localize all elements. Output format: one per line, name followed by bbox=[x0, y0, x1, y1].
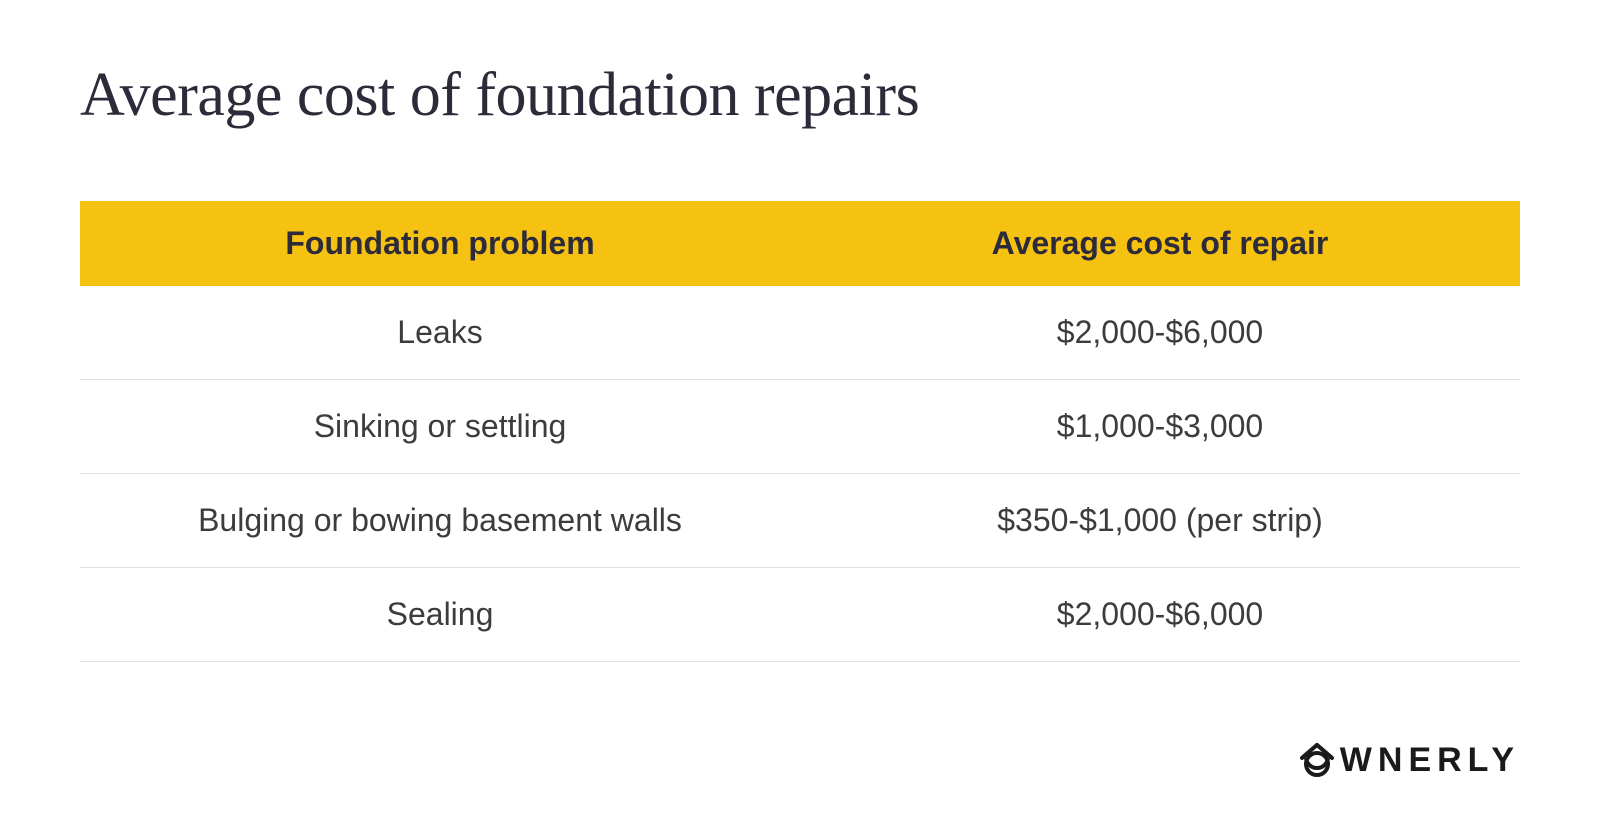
cell-cost: $350-$1,000 (per strip) bbox=[800, 474, 1520, 568]
house-icon bbox=[1298, 742, 1336, 780]
table-row: Leaks $2,000-$6,000 bbox=[80, 286, 1520, 380]
cell-problem: Leaks bbox=[80, 286, 800, 380]
brand-logo: WNERLY bbox=[1298, 741, 1520, 780]
cell-cost: $2,000-$6,000 bbox=[800, 568, 1520, 662]
table-row: Bulging or bowing basement walls $350-$1… bbox=[80, 474, 1520, 568]
col-header-problem: Foundation problem bbox=[80, 201, 800, 286]
cost-table: Foundation problem Average cost of repai… bbox=[80, 201, 1520, 662]
cell-problem: Sinking or settling bbox=[80, 380, 800, 474]
cell-problem: Bulging or bowing basement walls bbox=[80, 474, 800, 568]
cell-problem: Sealing bbox=[80, 568, 800, 662]
content-container: Average cost of foundation repairs Found… bbox=[0, 0, 1600, 662]
table-header-row: Foundation problem Average cost of repai… bbox=[80, 201, 1520, 286]
col-header-cost: Average cost of repair bbox=[800, 201, 1520, 286]
page-title: Average cost of foundation repairs bbox=[80, 60, 1520, 131]
cell-cost: $1,000-$3,000 bbox=[800, 380, 1520, 474]
brand-logo-text: WNERLY bbox=[1340, 741, 1520, 780]
cell-cost: $2,000-$6,000 bbox=[800, 286, 1520, 380]
table-row: Sinking or settling $1,000-$3,000 bbox=[80, 380, 1520, 474]
table-row: Sealing $2,000-$6,000 bbox=[80, 568, 1520, 662]
